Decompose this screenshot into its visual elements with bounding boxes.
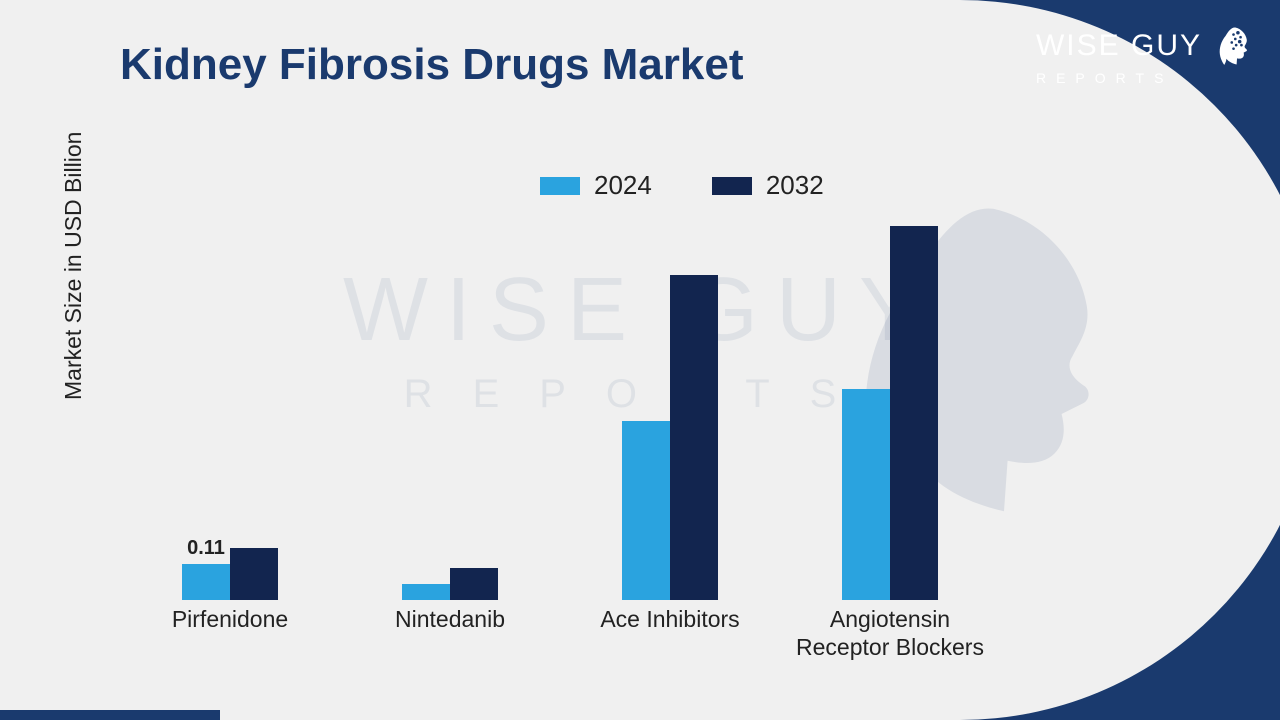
bar xyxy=(230,548,278,600)
brand-name: WISE GUY xyxy=(1036,29,1202,63)
bar-group: 0.11Pirfenidone xyxy=(140,210,320,600)
legend-swatch-2032 xyxy=(712,177,752,195)
plot-area: 0.11PirfenidoneNintedanibAce InhibitorsA… xyxy=(110,210,940,600)
legend-label-2024: 2024 xyxy=(594,170,652,201)
bar-group: Nintedanib xyxy=(360,210,540,600)
legend-swatch-2024 xyxy=(540,177,580,195)
bar xyxy=(450,568,498,601)
x-axis-label: Angiotensin Receptor Blockers xyxy=(790,606,990,661)
brand-subtitle: REPORTS xyxy=(1036,70,1252,86)
legend-item-2032: 2032 xyxy=(712,170,824,201)
brand-logo: WISE GUY REPORTS xyxy=(1036,24,1252,86)
bar-group: Angiotensin Receptor Blockers xyxy=(800,210,980,600)
legend: 2024 2032 xyxy=(540,170,824,201)
bar xyxy=(182,564,230,600)
bottom-accent-bar xyxy=(0,710,220,720)
bar xyxy=(842,389,890,600)
x-axis-label: Nintedanib xyxy=(350,606,550,634)
bar xyxy=(622,421,670,600)
bar-value-label: 0.11 xyxy=(187,537,225,560)
brand-head-icon xyxy=(1208,24,1252,68)
legend-item-2024: 2024 xyxy=(540,170,652,201)
chart-title: Kidney Fibrosis Drugs Market xyxy=(120,40,743,90)
chart-canvas: WISE GUY REPORTS WISE GUY REPORTS Kidney… xyxy=(0,0,1280,720)
x-axis-label: Ace Inhibitors xyxy=(570,606,770,634)
x-axis-label: Pirfenidone xyxy=(130,606,330,634)
bar-group: Ace Inhibitors xyxy=(580,210,760,600)
bar xyxy=(402,584,450,600)
y-axis-label: Market Size in USD Billion xyxy=(60,132,87,400)
bar xyxy=(890,226,938,600)
bar xyxy=(670,275,718,600)
legend-label-2032: 2032 xyxy=(766,170,824,201)
